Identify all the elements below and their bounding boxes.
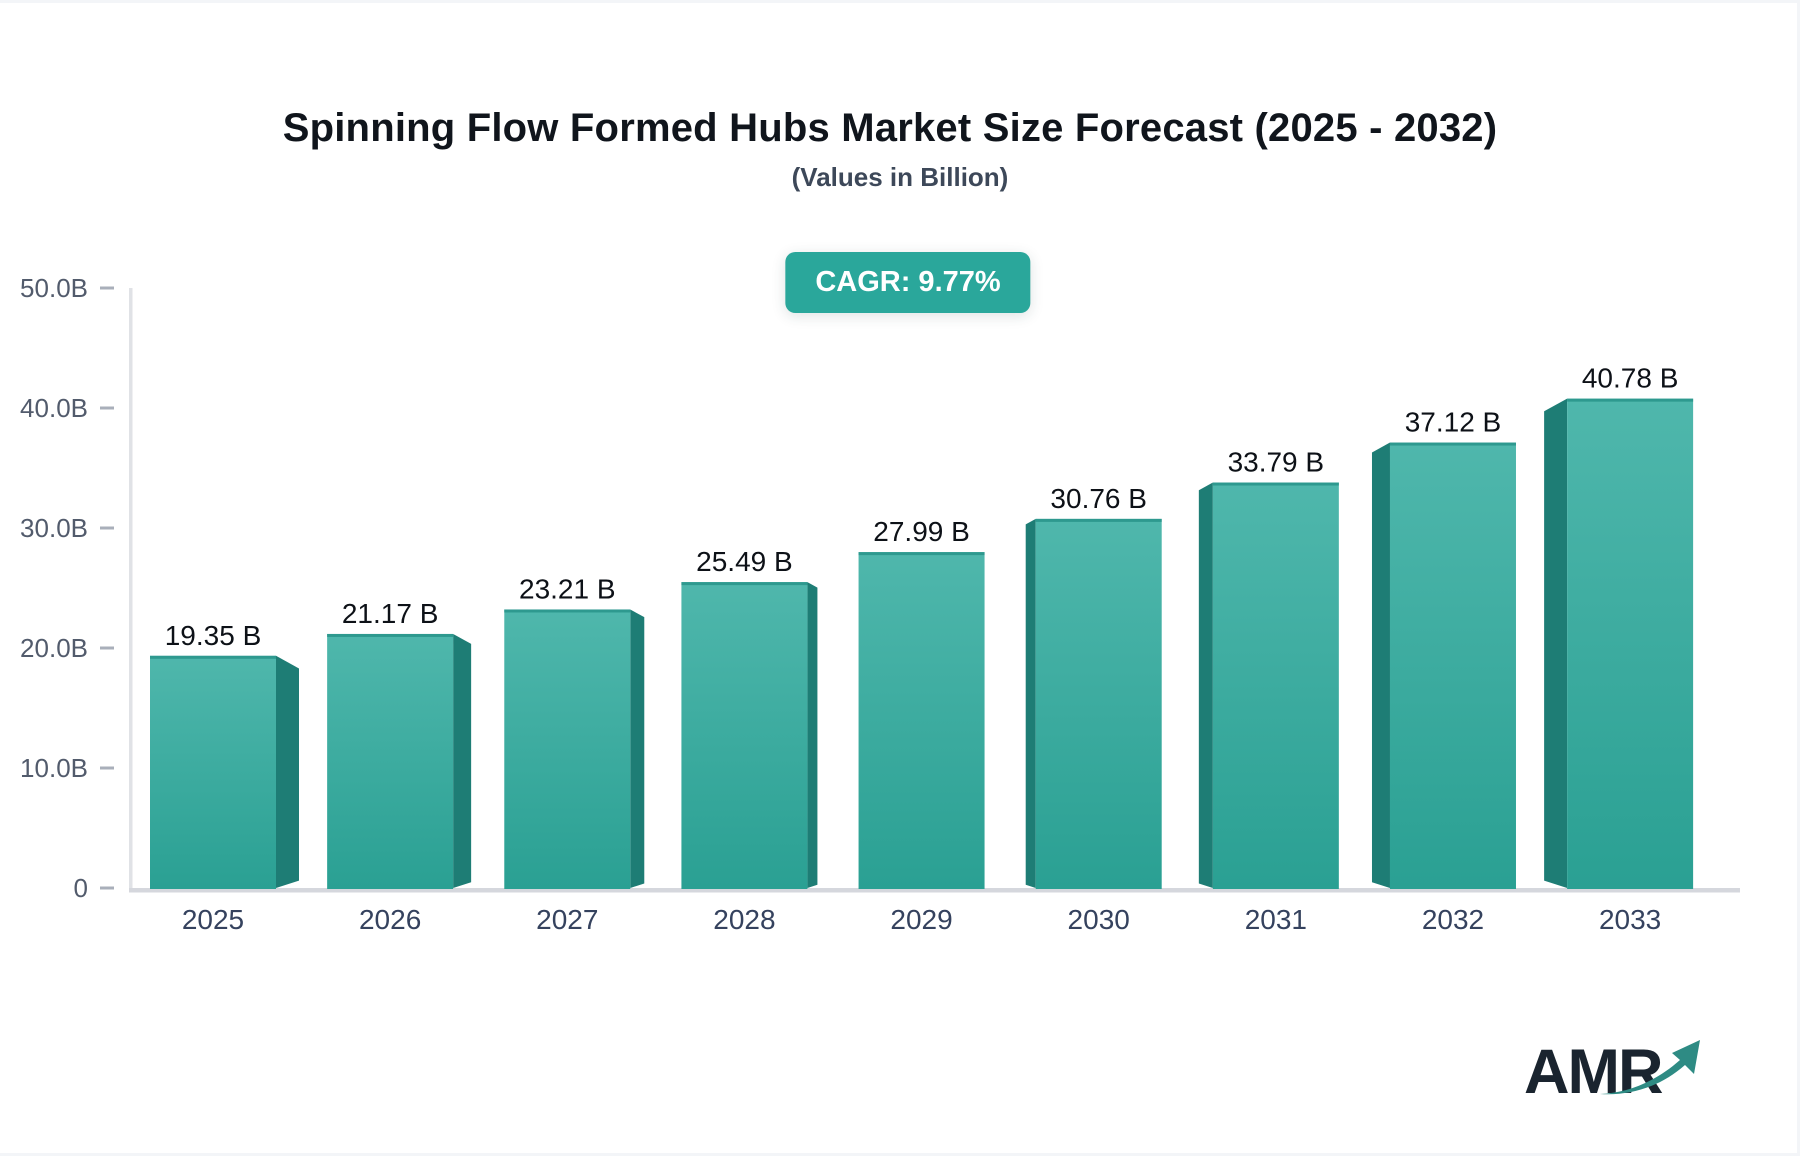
- y-axis-tick: [100, 286, 114, 290]
- bar-top-edge: [150, 655, 276, 659]
- bar-front-face: [858, 552, 985, 889]
- bar-value-label: 40.78 B: [1582, 363, 1679, 394]
- x-axis-label-2025: 2025: [182, 904, 244, 935]
- y-axis-tick: [100, 766, 114, 770]
- bar-value-label: 33.79 B: [1228, 447, 1325, 478]
- bar-front-face: [1035, 518, 1162, 889]
- bar-front-face: [681, 582, 808, 889]
- y-axis-tick-label: 0: [74, 873, 88, 903]
- page-edge-right: [1797, 0, 1800, 1156]
- x-axis-label-2032: 2032: [1422, 904, 1484, 935]
- bar-value-label: 19.35 B: [165, 620, 262, 651]
- amr-logo-arrow-icon: [1600, 1040, 1700, 1095]
- bar-2025[interactable]: 19.35 B 2025: [150, 620, 299, 935]
- y-axis-tick-label: 20.0B: [20, 633, 88, 663]
- bar-side-face: [1198, 482, 1213, 888]
- bar-front-face: [1212, 482, 1339, 889]
- bar-value-label: 23.21 B: [519, 573, 616, 604]
- x-axis-label-2033: 2033: [1599, 904, 1661, 935]
- bar-2032[interactable]: 37.12 B 2032: [1371, 407, 1516, 935]
- bar-2029[interactable]: 27.99 B 2029: [858, 516, 985, 935]
- bar-top-edge: [1035, 518, 1162, 522]
- bar-2031[interactable]: 33.79 B 2031: [1198, 447, 1339, 935]
- y-axis-tick: [100, 406, 114, 410]
- y-axis-tick: [100, 646, 114, 650]
- bar-front-face: [504, 609, 631, 889]
- page-edge-bottom: [0, 1153, 1800, 1156]
- bar-side-face: [630, 609, 645, 888]
- bar-2030[interactable]: 30.76 B 2030: [1025, 483, 1162, 935]
- y-axis-tick-label: 40.0B: [20, 393, 88, 423]
- bar-top-edge: [1389, 442, 1516, 446]
- bar-value-label: 25.49 B: [696, 546, 793, 577]
- amr-logo-text: AMR: [1524, 1037, 1663, 1107]
- y-axis-tick-label: 10.0B: [20, 753, 88, 783]
- x-axis-line: [129, 888, 1740, 893]
- bar-value-label: 30.76 B: [1050, 483, 1147, 514]
- chart-subtitle: (Values in Billion): [791, 162, 1009, 192]
- bar-front-face: [327, 633, 454, 889]
- x-axis-label-2030: 2030: [1068, 904, 1130, 935]
- bar-front-face: [1567, 398, 1694, 889]
- bar-2033[interactable]: 40.78 B 2033: [1544, 363, 1694, 935]
- y-axis-tick-label: 30.0B: [20, 513, 88, 543]
- bar-front-face: [1389, 442, 1516, 889]
- page-edge-top: [0, 0, 1800, 3]
- bar-side-face: [1371, 442, 1390, 888]
- bar-side-face: [1544, 398, 1568, 888]
- bar-value-label: 27.99 B: [873, 516, 970, 547]
- bar-value-label: 21.17 B: [342, 598, 439, 629]
- x-axis-label-2031: 2031: [1245, 904, 1307, 935]
- bar-side-face: [807, 582, 818, 888]
- bar-front-face: [150, 655, 276, 889]
- bar-side-face: [1025, 518, 1036, 888]
- x-axis-label-2029: 2029: [890, 904, 952, 935]
- bar-top-edge: [504, 609, 631, 613]
- y-axis-tick: [100, 526, 114, 530]
- cagr-badge: CAGR: 9.77%: [785, 252, 1031, 313]
- bar-top-edge: [858, 552, 985, 556]
- bar-top-edge: [1212, 482, 1339, 486]
- x-axis-label-2028: 2028: [713, 904, 775, 935]
- bar-side-face: [453, 633, 472, 888]
- bar-2028[interactable]: 25.49 B 2028: [681, 546, 818, 935]
- y-axis-tick: [100, 886, 114, 890]
- x-axis-label-2027: 2027: [536, 904, 598, 935]
- chart-title: Spinning Flow Formed Hubs Market Size Fo…: [282, 106, 1498, 150]
- bar-2027[interactable]: 23.21 B 2027: [504, 573, 645, 935]
- bar-top-edge: [1567, 398, 1694, 402]
- y-axis-line: [129, 288, 133, 888]
- bar-top-edge: [327, 633, 454, 637]
- bar-top-edge: [681, 582, 808, 586]
- bar-2026[interactable]: 21.17 B 2026: [327, 598, 472, 935]
- bar-side-face: [276, 655, 299, 888]
- bar-value-label: 37.12 B: [1405, 407, 1502, 438]
- x-axis-label-2026: 2026: [359, 904, 421, 935]
- y-axis-tick-label: 50.0B: [20, 273, 88, 303]
